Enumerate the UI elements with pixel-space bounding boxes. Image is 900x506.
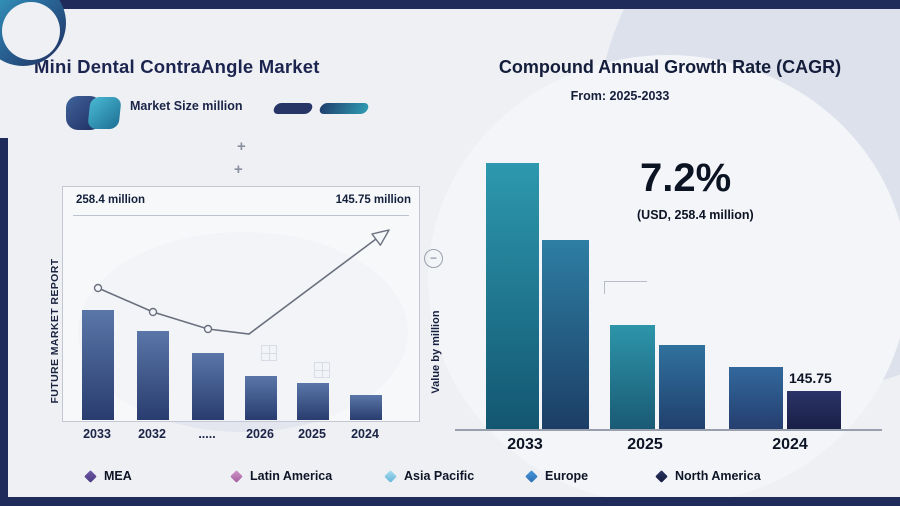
market-bar-2026	[245, 376, 277, 420]
decorative-pill-navy	[272, 103, 314, 114]
border-bottom	[0, 497, 900, 506]
left-y-axis-label: FUTURE MARKET REPORT	[49, 258, 61, 404]
cagr-bar-2024-1	[729, 367, 783, 429]
plus-decoration-icon: +	[234, 161, 243, 178]
border-left	[0, 138, 8, 506]
x-label-dots: .....	[198, 427, 216, 441]
right-x-axis-line	[455, 429, 882, 431]
market-bar-2032	[137, 331, 169, 420]
market-bar-dots	[192, 353, 224, 420]
legend-diamond-icon	[525, 469, 538, 483]
value-2024-label: 145.75 million	[335, 194, 411, 206]
legend-item-europe: Europe	[525, 464, 589, 488]
x-label-2024: 2024	[351, 427, 379, 441]
market-bar-2025	[297, 383, 329, 420]
cagr-bar-2033-1	[486, 163, 539, 429]
legend-item-asia-pacific: Asia Pacific	[384, 464, 475, 488]
legend-item-north-america: North America	[655, 464, 761, 488]
market-bar-2024	[350, 395, 382, 420]
x-label-2026: 2026	[246, 427, 274, 441]
cagr-bars-group	[455, 160, 885, 429]
market-bar-2033	[82, 310, 114, 420]
legend-diamond-icon	[384, 469, 397, 483]
right-y-axis-label: Value by million	[430, 310, 442, 394]
region-legend: MEA Latin America Asia Pacific Europe North …	[0, 464, 900, 488]
legend-label: Asia Pacific	[404, 469, 475, 483]
legend-diamond-icon	[655, 469, 668, 483]
value-2033-label: 258.4 million	[76, 194, 146, 206]
x-label-2025: 2025	[298, 427, 326, 441]
legend-label: MEA	[104, 469, 132, 483]
step-bracket-decoration	[604, 281, 647, 294]
left-x-axis-labels: 2033 2032..... 2026 2025 2024	[62, 427, 418, 443]
cagr-x-label-2025: 2025	[627, 436, 663, 453]
cagr-x-label-2033: 2033	[507, 436, 543, 453]
cagr-value: 7.2%	[640, 156, 732, 200]
chart-header-rule	[73, 215, 409, 216]
left-chart-title: Mini Dental ContraAngle Market	[34, 56, 320, 77]
cagr-bar-2025-2	[659, 345, 705, 429]
x-label-2033: 2033	[83, 427, 111, 441]
market-size-icon-overlay	[87, 97, 122, 129]
legend-item-latin-america: Latin America	[230, 464, 333, 488]
legend-label: Latin America	[250, 469, 333, 483]
legend-diamond-icon	[230, 469, 243, 483]
legend-label: North America	[675, 469, 761, 483]
market-size-legend-label: Market Size million	[130, 99, 243, 113]
legend-label: Europe	[545, 469, 589, 483]
circle-minus-icon: −	[424, 249, 443, 268]
grid-decoration-icon	[261, 345, 277, 361]
decorative-pill-teal	[318, 103, 370, 114]
trend-line-arrow	[93, 229, 390, 335]
right-chart-title: Compound Annual Growth Rate (CAGR)	[498, 57, 842, 77]
cagr-bar-2033-2	[542, 240, 589, 429]
legend-diamond-icon	[84, 469, 97, 483]
legend-item-mea: MEA	[84, 464, 132, 488]
right-x-axis-labels: 2033 2025 2024	[455, 436, 885, 456]
cagr-x-label-2024: 2024	[772, 436, 808, 453]
cagr-note: (USD, 258.4 million)	[637, 208, 754, 222]
plus-decoration-icon: +	[237, 138, 246, 155]
cagr-bar-2025-1	[610, 325, 655, 429]
value-2024-bar-label: 145.75	[789, 370, 832, 386]
market-size-chart: 258.4 million 145.75 million FUTURE MARK…	[49, 186, 420, 422]
x-label-2032: 2032	[138, 427, 166, 441]
grid-decoration-icon	[314, 362, 330, 378]
cagr-bar-2024-2	[787, 391, 841, 429]
corner-swirl-hole	[2, 2, 60, 60]
right-chart-subtitle: From: 2025-2033	[570, 89, 670, 103]
border-top	[0, 0, 900, 9]
